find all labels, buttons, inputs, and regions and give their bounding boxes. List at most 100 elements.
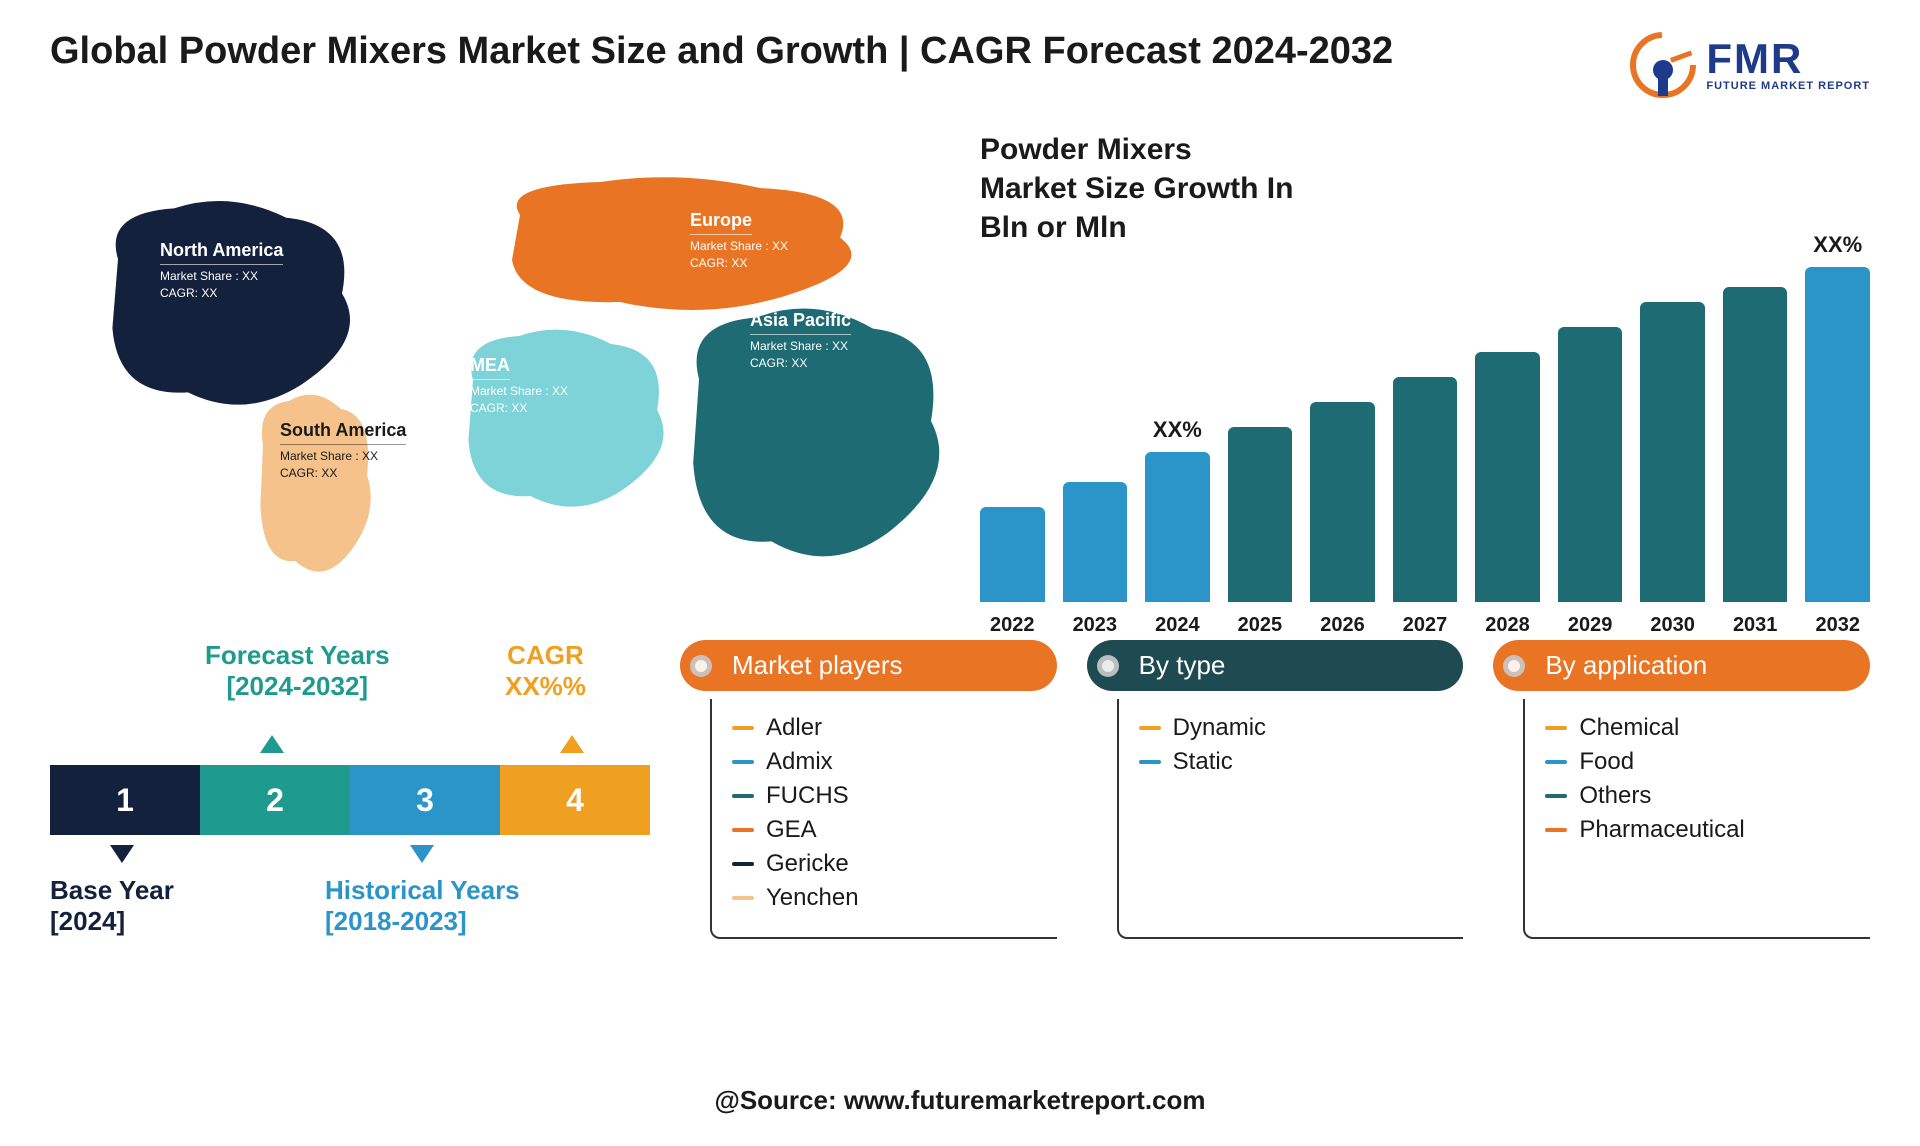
category-title: Market players xyxy=(732,650,903,681)
bar-label-2027: 2027 xyxy=(1403,614,1448,637)
marker-icon xyxy=(732,828,754,832)
bar-2031 xyxy=(1723,287,1788,602)
category-market-players: Market players Adler Admix FUCHS GEA Gericke Y… xyxy=(680,640,1057,939)
bar-label-2032: 2032 xyxy=(1815,614,1860,637)
marker-icon xyxy=(732,794,754,798)
bar-label-2030: 2030 xyxy=(1650,614,1695,637)
category-item-label: FUCHS xyxy=(766,782,849,810)
bar-2030 xyxy=(1640,302,1705,602)
bar-col-2025: 2025 xyxy=(1228,427,1293,602)
category-header: Market players xyxy=(680,640,1057,691)
category-item: Others xyxy=(1545,782,1870,810)
bar-2024 xyxy=(1145,452,1210,602)
infographic-container: Global Powder Mixers Market Size and Gro… xyxy=(0,0,1920,1146)
category-item-label: Food xyxy=(1579,748,1634,776)
map-label-mea: MEAMarket Share : XXCAGR: XX xyxy=(470,355,568,417)
category-header: By application xyxy=(1493,640,1870,691)
category-item-label: Gericke xyxy=(766,850,849,878)
category-item: Static xyxy=(1139,748,1464,776)
timeline-segment-1: 1 xyxy=(50,765,200,835)
source-attribution: @Source: www.futuremarketreport.com xyxy=(714,1085,1205,1116)
marker-icon xyxy=(1545,760,1567,764)
category-item-label: Yenchen xyxy=(766,884,859,912)
triangle-up-icon xyxy=(260,735,284,753)
bullet-icon xyxy=(1503,655,1525,677)
timeline-segment-2: 2 xyxy=(200,765,350,835)
category-item: Dynamic xyxy=(1139,714,1464,742)
triangle-down-icon xyxy=(110,845,134,863)
category-by-type: By type Dynamic Static xyxy=(1087,640,1464,939)
category-title: By application xyxy=(1545,650,1707,681)
marker-icon xyxy=(1139,760,1161,764)
marker-icon xyxy=(732,896,754,900)
map-label-south-america: South AmericaMarket Share : XXCAGR: XX xyxy=(280,420,406,482)
triangle-up-icon xyxy=(560,735,584,753)
bar-label-2024: 2024 xyxy=(1155,614,1200,637)
marker-icon xyxy=(1545,726,1567,730)
bullet-icon xyxy=(690,655,712,677)
category-item: Food xyxy=(1545,748,1870,776)
timeline-segment-4: 4 xyxy=(500,765,650,835)
marker-icon xyxy=(1545,828,1567,832)
logo-subtitle: FUTURE MARKET REPORT xyxy=(1706,80,1870,92)
bar-annotation: XX% xyxy=(1813,232,1862,258)
timeline-segment-3: 3 xyxy=(350,765,500,835)
page-title: Global Powder Mixers Market Size and Gro… xyxy=(50,30,1393,73)
bar-2032 xyxy=(1805,267,1870,602)
bar-label-2031: 2031 xyxy=(1733,614,1778,637)
timeline: Forecast Years[2024-2032]CAGRXX%%1234Bas… xyxy=(50,640,650,960)
timeline-bar: 1234 xyxy=(50,765,650,835)
category-body: Chemical Food Others Pharmaceutical xyxy=(1523,699,1870,939)
bar-chart: Powder MixersMarket Size Growth InBln or… xyxy=(980,130,1870,580)
category-item: Adler xyxy=(732,714,1057,742)
map-region-mea xyxy=(450,320,680,520)
triangle-down-icon xyxy=(410,845,434,863)
bar-2029 xyxy=(1558,327,1623,602)
category-body: Dynamic Static xyxy=(1117,699,1464,939)
category-item-label: Others xyxy=(1579,782,1651,810)
map-label-north-america: North AmericaMarket Share : XXCAGR: XX xyxy=(160,240,283,302)
marker-icon xyxy=(732,862,754,866)
category-item: Gericke xyxy=(732,850,1057,878)
bar-col-2028: 2028 xyxy=(1475,352,1540,602)
logo-text: FMR FUTURE MARKET REPORT xyxy=(1706,38,1870,92)
bar-label-2025: 2025 xyxy=(1238,614,1283,637)
bar-col-2026: 2026 xyxy=(1310,402,1375,602)
category-item: Chemical xyxy=(1545,714,1870,742)
category-title: By type xyxy=(1139,650,1226,681)
category-item-label: Static xyxy=(1173,748,1233,776)
world-map: North AmericaMarket Share : XXCAGR: XX So… xyxy=(50,130,940,580)
marker-icon xyxy=(732,760,754,764)
bar-2028 xyxy=(1475,352,1540,602)
bar-label-2029: 2029 xyxy=(1568,614,1613,637)
bar-col-2022: 2022 xyxy=(980,507,1045,602)
marker-icon xyxy=(1139,726,1161,730)
bullet-icon xyxy=(1097,655,1119,677)
logo-icon xyxy=(1628,30,1698,100)
category-item-label: GEA xyxy=(766,816,817,844)
bar-col-2023: 2023 xyxy=(1063,482,1128,602)
bar-col-2031: 2031 xyxy=(1723,287,1788,602)
category-body: Adler Admix FUCHS GEA Gericke Yenchen xyxy=(710,699,1057,939)
timeline-top-label: Forecast Years[2024-2032] xyxy=(205,640,390,702)
bar-2026 xyxy=(1310,402,1375,602)
bar-label-2028: 2028 xyxy=(1485,614,1530,637)
bar-col-2024: 2024XX% xyxy=(1145,452,1210,602)
bar-col-2030: 2030 xyxy=(1640,302,1705,602)
upper-section: North AmericaMarket Share : XXCAGR: XX So… xyxy=(50,130,1870,580)
marker-icon xyxy=(1545,794,1567,798)
category-item: GEA xyxy=(732,816,1057,844)
category-item: Admix xyxy=(732,748,1057,776)
bar-label-2023: 2023 xyxy=(1073,614,1118,637)
logo: FMR FUTURE MARKET REPORT xyxy=(1628,30,1870,100)
category-item-label: Chemical xyxy=(1579,714,1679,742)
bar-label-2022: 2022 xyxy=(990,614,1035,637)
category-item-label: Pharmaceutical xyxy=(1579,816,1744,844)
categories: Market players Adler Admix FUCHS GEA Gericke Y… xyxy=(680,640,1870,939)
bar-2022 xyxy=(980,507,1045,602)
timeline-bottom-label: Historical Years[2018-2023] xyxy=(325,875,520,937)
bar-2023 xyxy=(1063,482,1128,602)
header: Global Powder Mixers Market Size and Gro… xyxy=(50,30,1870,100)
category-item-label: Admix xyxy=(766,748,833,776)
bar-annotation: XX% xyxy=(1153,417,1202,443)
